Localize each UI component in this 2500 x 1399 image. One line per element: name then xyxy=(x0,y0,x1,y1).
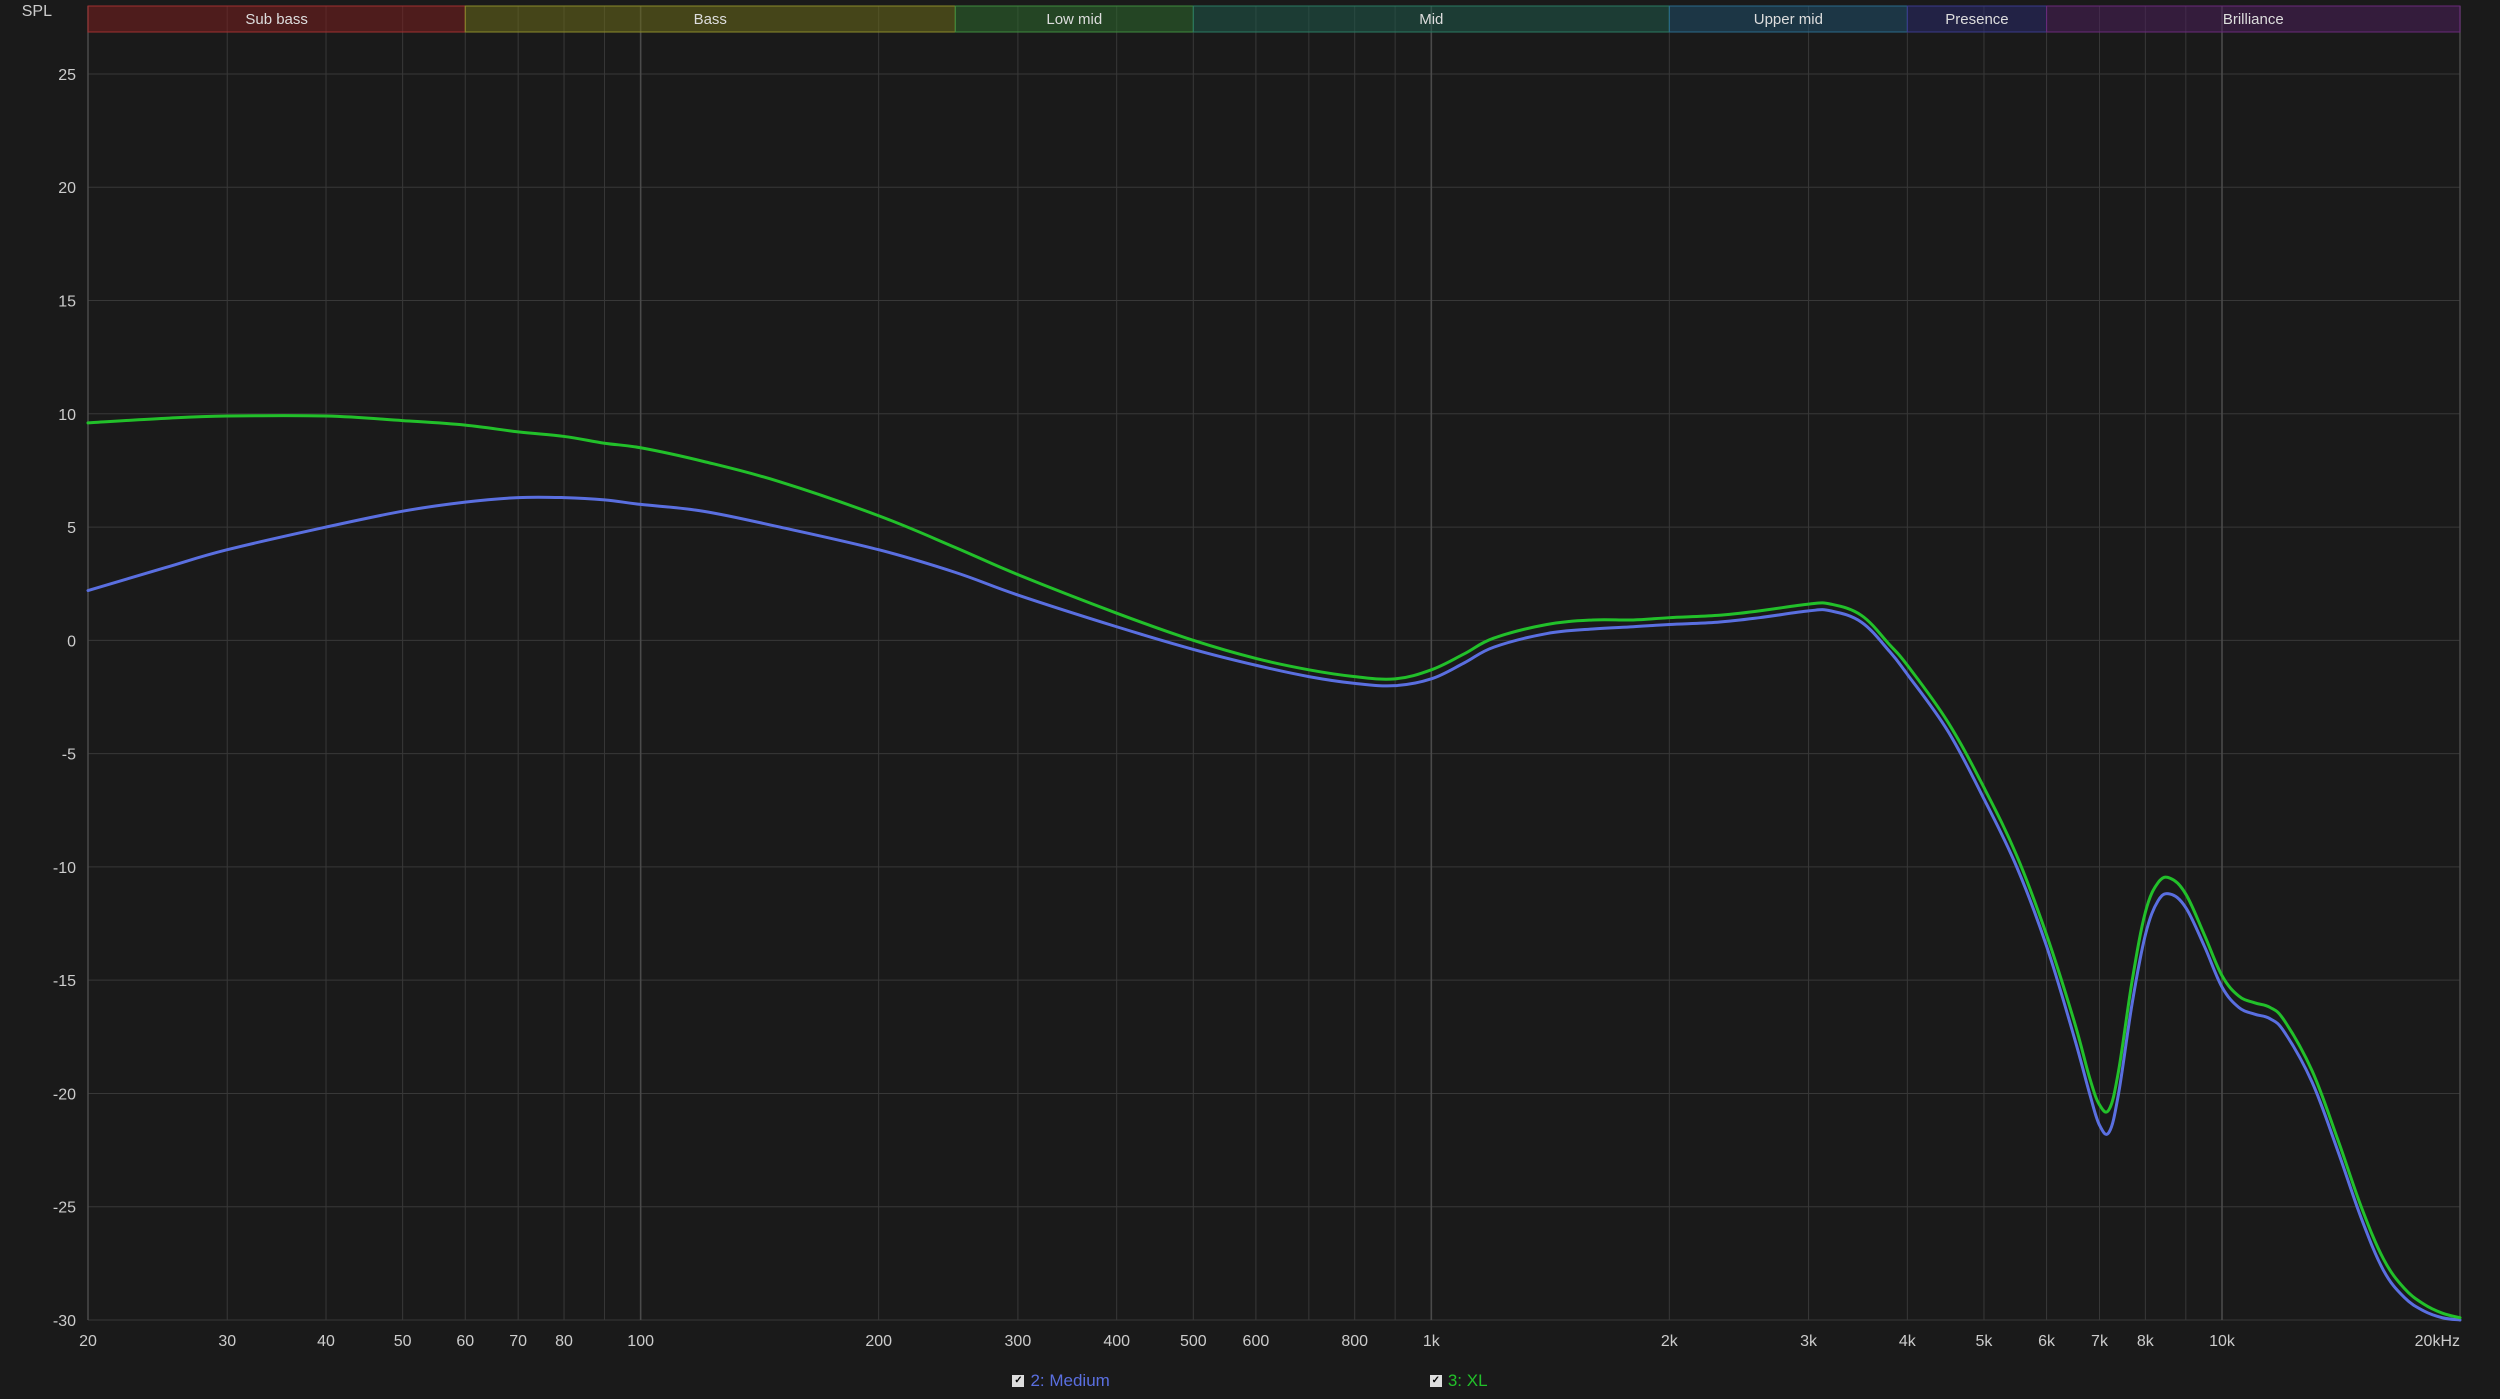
svg-text:8k: 8k xyxy=(2137,1333,2155,1350)
svg-text:20: 20 xyxy=(58,180,76,197)
legend-item[interactable]: ✓ 3: XL xyxy=(1430,1371,1488,1391)
legend-item[interactable]: ✓ 2: Medium xyxy=(1012,1371,1109,1391)
svg-text:6k: 6k xyxy=(2038,1333,2056,1350)
svg-text:20kHz: 20kHz xyxy=(2415,1333,2460,1350)
svg-text:25: 25 xyxy=(58,67,76,84)
band-label: Bass xyxy=(694,11,727,28)
legend-label: 3: XL xyxy=(1448,1371,1488,1391)
svg-text:60: 60 xyxy=(456,1333,474,1350)
svg-text:100: 100 xyxy=(627,1333,654,1350)
svg-text:0: 0 xyxy=(67,633,76,650)
svg-text:20: 20 xyxy=(79,1333,97,1350)
legend-checkbox-icon[interactable]: ✓ xyxy=(1012,1375,1024,1387)
svg-text:5: 5 xyxy=(67,520,76,537)
svg-text:500: 500 xyxy=(1180,1333,1207,1350)
legend-label: 2: Medium xyxy=(1030,1371,1109,1391)
frequency-response-chart: -30 -25 -20 -15 -10 -5 0 5 10 15 20 25 SPL 20 30 40 50 60… xyxy=(0,0,2500,1399)
band-label: Low mid xyxy=(1046,11,1102,28)
svg-text:30: 30 xyxy=(218,1333,236,1350)
svg-text:1k: 1k xyxy=(1423,1333,1441,1350)
svg-text:5k: 5k xyxy=(1976,1333,1994,1350)
svg-text:50: 50 xyxy=(394,1333,412,1350)
svg-text:40: 40 xyxy=(317,1333,335,1350)
svg-text:600: 600 xyxy=(1243,1333,1270,1350)
band-label: Brilliance xyxy=(2223,11,2284,28)
svg-text:10k: 10k xyxy=(2209,1333,2236,1350)
svg-text:-25: -25 xyxy=(53,1200,76,1217)
chart-svg: -30 -25 -20 -15 -10 -5 0 5 10 15 20 25 SPL 20 30 40 50 60… xyxy=(0,0,2500,1399)
svg-text:-20: -20 xyxy=(53,1086,76,1103)
svg-text:-30: -30 xyxy=(53,1313,76,1330)
band-label: Presence xyxy=(1945,11,2008,28)
svg-text:-15: -15 xyxy=(53,973,76,990)
svg-text:3k: 3k xyxy=(1800,1333,1818,1350)
svg-text:-5: -5 xyxy=(62,747,76,764)
svg-text:300: 300 xyxy=(1005,1333,1032,1350)
svg-text:4k: 4k xyxy=(1899,1333,1917,1350)
legend: ✓ 2: Medium ✓ 3: XL xyxy=(0,1371,2500,1391)
band-label: Upper mid xyxy=(1754,11,1823,28)
svg-text:7k: 7k xyxy=(2091,1333,2109,1350)
svg-text:200: 200 xyxy=(865,1333,892,1350)
band-label: Mid xyxy=(1419,11,1443,28)
svg-text:-10: -10 xyxy=(53,860,76,877)
svg-text:SPL: SPL xyxy=(22,3,52,20)
svg-text:800: 800 xyxy=(1341,1333,1368,1350)
svg-text:15: 15 xyxy=(58,294,76,311)
svg-text:70: 70 xyxy=(509,1333,527,1350)
legend-checkbox-icon[interactable]: ✓ xyxy=(1430,1375,1442,1387)
svg-text:2k: 2k xyxy=(1661,1333,1679,1350)
band-label: Sub bass xyxy=(245,11,308,28)
svg-text:80: 80 xyxy=(555,1333,573,1350)
svg-text:400: 400 xyxy=(1103,1333,1130,1350)
svg-text:10: 10 xyxy=(58,407,76,424)
